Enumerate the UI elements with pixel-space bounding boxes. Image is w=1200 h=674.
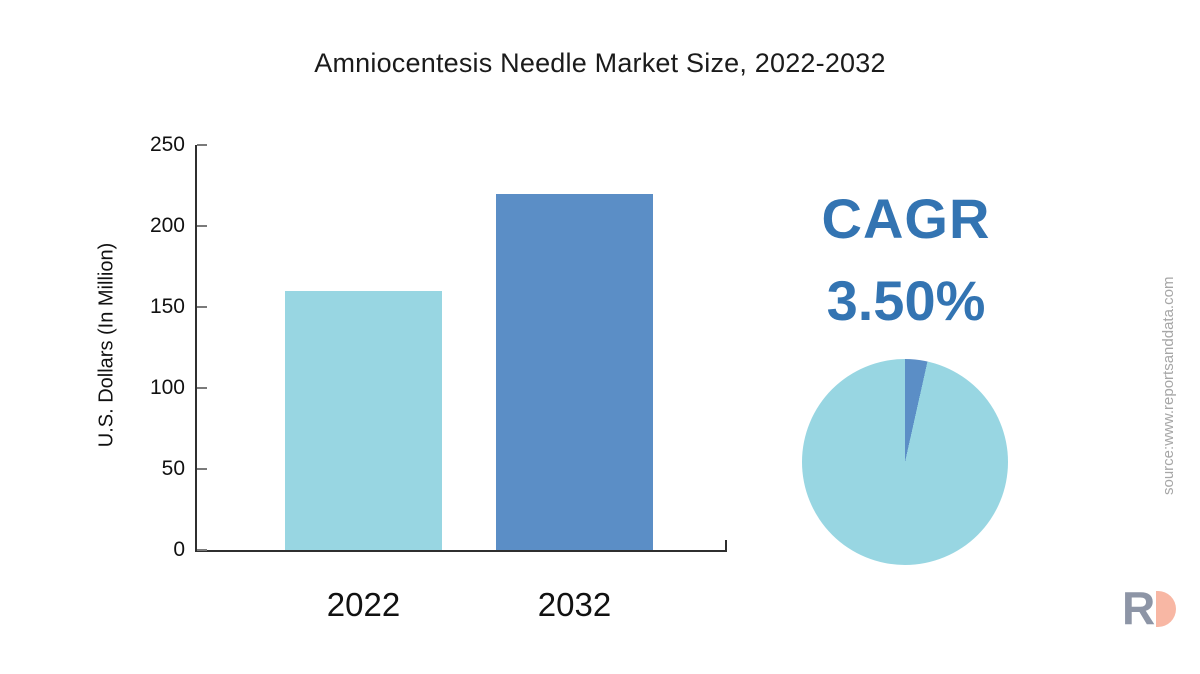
cagr-pie-chart — [802, 359, 1008, 565]
bar-chart-plot-area: 0 50 100 150 200 250 2022 2032 — [150, 134, 727, 623]
cagr-block: CAGR 3.50% — [800, 190, 1012, 330]
y-tick-label: 150 — [149, 295, 185, 318]
y-axis-tick — [197, 225, 207, 227]
y-axis-tick — [197, 306, 207, 308]
y-tick-label: 50 — [161, 457, 185, 480]
logo-letter-r: R — [1122, 582, 1156, 634]
x-axis-end-tick — [725, 540, 727, 550]
chart-title: Amniocentesis Needle Market Size, 2022-2… — [314, 48, 886, 78]
y-tick-label: 0 — [173, 538, 185, 561]
y-axis-tick — [197, 387, 207, 389]
y-axis-title: U.S. Dollars (In Million) — [95, 242, 118, 448]
x-category-label: 2032 — [537, 586, 612, 623]
cagr-value: 3.50% — [826, 269, 986, 332]
y-tick-label: 200 — [149, 214, 185, 237]
logo-d-mark — [1156, 591, 1177, 627]
y-axis-tick — [197, 549, 207, 551]
source-attribution: source:www.reportsanddata.com — [1160, 276, 1177, 495]
reports-and-data-logo: R — [1122, 582, 1177, 634]
bar-2022 — [285, 290, 442, 550]
y-tick-label: 100 — [149, 376, 185, 399]
bar-2032 — [496, 193, 653, 550]
y-tick-label: 250 — [149, 133, 185, 156]
y-axis-tick — [197, 144, 207, 146]
y-axis-tick — [197, 468, 207, 470]
x-category-label: 2022 — [326, 586, 401, 623]
cagr-label: CAGR — [821, 187, 991, 250]
